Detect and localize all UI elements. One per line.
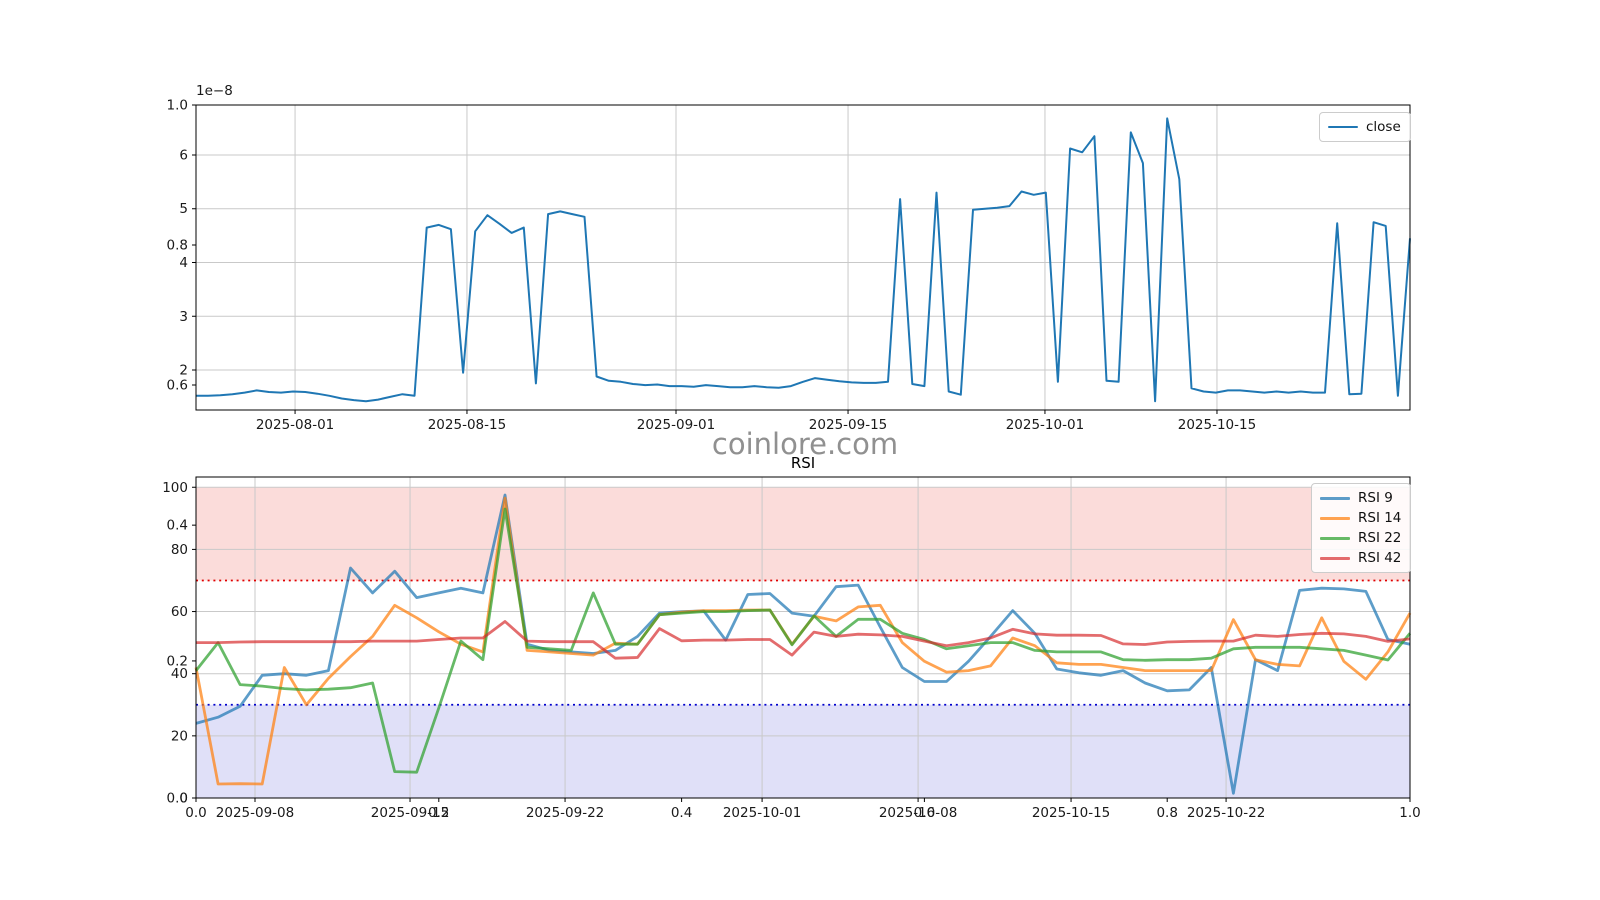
tick-label: 0.2 — [167, 653, 188, 669]
legend-rsi: RSI 9 RSI 14 RSI 22 RSI 42 — [1311, 483, 1412, 573]
tick-labels: 100 80 60 40 20 0 0.4 0.2 0.0 2025-09-08 2025-09-1… — [162, 480, 1421, 821]
tick-label: 2025-08-15 — [428, 417, 506, 433]
legend-item-rsi22: RSI 22 — [1320, 528, 1401, 548]
rsi-chart-title: RSI — [790, 454, 816, 472]
gridlines — [196, 105, 1410, 410]
tick-label: 1.0 — [1399, 805, 1420, 821]
tick-label: 5 — [179, 201, 188, 217]
tick-label: 0.0 — [167, 791, 188, 807]
tick-label: 2025-09-22 — [526, 805, 604, 821]
tick-label: 6 — [179, 147, 188, 163]
band — [196, 704, 1410, 798]
series-rsi-22 — [194, 507, 1412, 774]
rsi-chart: 100 80 60 40 20 0 0.4 0.2 0.0 2025-09-08 2025-09-1… — [162, 476, 1421, 821]
legend-label-rsi42: RSI 42 — [1358, 550, 1402, 566]
tick-label: 0.0 — [185, 805, 206, 821]
legend-item-close: close — [1328, 117, 1401, 137]
tick-label: 2025-08-01 — [256, 417, 334, 433]
bands — [196, 487, 1410, 798]
tick-label: 20 — [171, 728, 188, 744]
tick-label: 2025-10-01 — [723, 805, 801, 821]
tick-label: 2025-09-15 — [809, 417, 887, 433]
legend-item-rsi9: RSI 9 — [1320, 488, 1401, 508]
tick-label: 3 — [179, 309, 188, 325]
legend-item-rsi14: RSI 14 — [1320, 508, 1401, 528]
tick-label: 2025-09-08 — [216, 805, 294, 821]
legend-label-rsi14: RSI 14 — [1358, 510, 1402, 526]
legend-label-close: close — [1366, 119, 1401, 135]
tick-label: 0.4 — [167, 518, 188, 534]
rsi14-line-sample — [1320, 516, 1350, 520]
axes-spines — [195, 104, 1411, 411]
close-line-sample — [1328, 126, 1358, 128]
tick-label: 100 — [162, 480, 188, 496]
legend-label-rsi9: RSI 9 — [1358, 490, 1393, 506]
tick-label: 0 — [179, 791, 188, 807]
axis-offset-label: 1e−8 — [196, 83, 233, 99]
series-rsi-42 — [196, 620, 1411, 660]
band — [196, 487, 1410, 581]
rsi9-line-sample — [1320, 496, 1350, 500]
tick-label: 4 — [179, 255, 188, 271]
tick-label: 2025-10-15 — [1178, 417, 1256, 433]
watermark: coinlore.com — [711, 427, 899, 461]
legend-item-rsi42: RSI 42 — [1320, 548, 1401, 568]
tick-label: 80 — [171, 542, 188, 558]
tick-label: 60 — [171, 604, 188, 620]
legend-close: close — [1319, 112, 1411, 142]
tick-label: 40 — [171, 666, 188, 682]
tick-label: 1.0 — [167, 98, 188, 114]
tick-label: 2025-09-01 — [637, 417, 715, 433]
rsi22-line-sample — [1320, 536, 1350, 540]
rsi42-line-sample — [1320, 556, 1350, 560]
tick-label: 0.8 — [1156, 805, 1177, 821]
tick-label: 0.6 — [167, 377, 188, 393]
tick-label: 2025-10-22 — [1187, 805, 1265, 821]
series-close — [196, 117, 1411, 403]
axes-spines — [195, 476, 1411, 799]
tick-label: 2 — [179, 363, 188, 379]
tick-label: 2025-10-01 — [1006, 417, 1084, 433]
tick-label: 0.6 — [914, 805, 935, 821]
legend-label-rsi22: RSI 22 — [1358, 530, 1402, 546]
tick-label: 0.2 — [428, 805, 449, 821]
tick-label: 2025-10-08 — [879, 805, 957, 821]
tick-labels: 6 5 4 3 2 1.0 0.8 0.6 2025-08-01 2025-08-15 2025-0… — [167, 98, 1257, 434]
price-chart: 6 5 4 3 2 1.0 0.8 0.6 2025-08-01 2025-08-15 2025-0… — [167, 83, 1411, 434]
tick-label: 2025-09-15 — [371, 805, 449, 821]
tick-label: 2025-10-15 — [1032, 805, 1110, 821]
tick-label: 0.8 — [167, 237, 188, 253]
tick-label: 0.4 — [671, 805, 692, 821]
